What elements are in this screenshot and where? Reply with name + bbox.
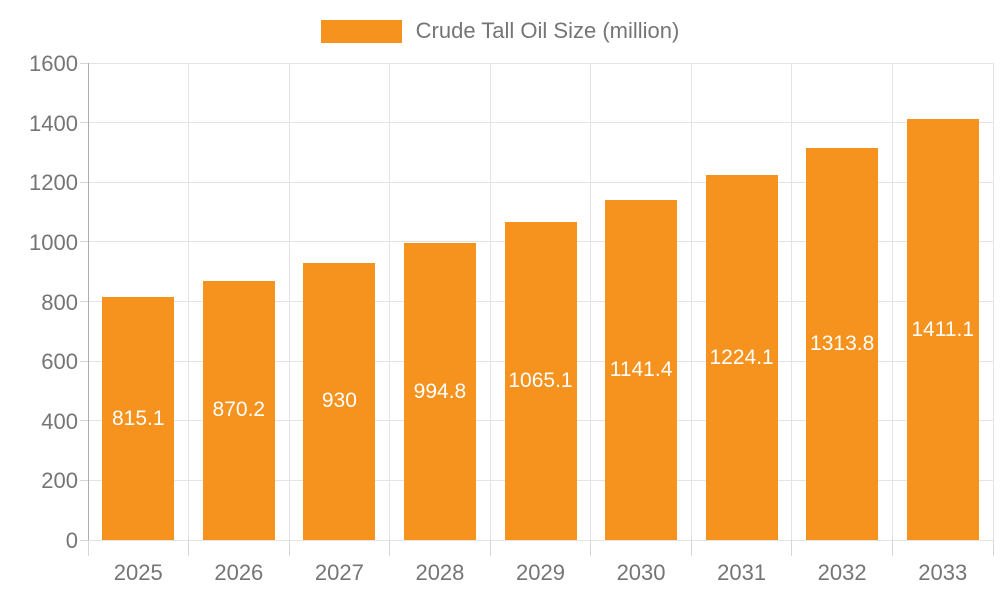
gridline-vertical <box>690 63 692 540</box>
bar-value-label: 870.2 <box>212 398 266 422</box>
gridline-horizontal <box>88 181 993 183</box>
gridline-vertical <box>992 63 994 540</box>
gridline-horizontal <box>88 539 993 541</box>
y-axis-tick-label: 1000 <box>29 229 78 255</box>
y-axis-line <box>88 63 89 556</box>
legend[interactable]: Crude Tall Oil Size (million) <box>0 19 1000 43</box>
plot-area: 815.1 870.2 930 994.8 1065.1 1141.4 1224.1 1313… <box>80 62 994 556</box>
x-axis-tick <box>690 540 692 556</box>
gridline-vertical <box>389 63 391 540</box>
x-axis-tick <box>590 540 592 556</box>
bar-2031[interactable]: 1224.1 <box>705 175 778 540</box>
x-axis-tick-label: 2027 <box>314 560 364 585</box>
y-axis-tick-label: 1200 <box>29 170 78 196</box>
x-axis-tick <box>188 540 190 556</box>
gridline-vertical <box>791 63 793 540</box>
y-axis-tick-label: 600 <box>41 349 78 375</box>
gridline-vertical <box>590 63 592 540</box>
legend-swatch[interactable] <box>320 19 402 43</box>
x-axis-tick-label: 2031 <box>717 560 767 585</box>
y-axis-tick <box>80 122 88 124</box>
bar-value-label: 1065.1 <box>508 369 573 393</box>
bar-value-label: 1224.1 <box>709 345 774 369</box>
x-axis-tick <box>891 540 893 556</box>
x-axis-tick <box>389 540 391 556</box>
y-axis-tick-label: 400 <box>41 408 78 434</box>
y-axis-tick <box>80 62 88 64</box>
gridline-vertical <box>188 63 190 540</box>
x-axis-tick <box>288 540 290 556</box>
bar-value-label: 1141.4 <box>609 357 673 381</box>
y-axis-tick-label: 200 <box>41 468 78 494</box>
y-axis-tick-label: 1600 <box>29 51 78 76</box>
x-axis-tick-label: 2025 <box>113 560 163 585</box>
gridline-vertical <box>489 63 491 540</box>
bar-value-label: 815.1 <box>111 406 165 430</box>
bar-2028[interactable]: 994.8 <box>403 243 476 540</box>
x-axis-tick <box>992 540 994 556</box>
y-axis-tick <box>80 360 88 362</box>
y-axis-tick <box>80 241 88 243</box>
gridline-horizontal <box>88 122 993 124</box>
x-axis-tick-label: 2028 <box>415 560 465 585</box>
x-axis-tick-label: 2032 <box>817 560 867 585</box>
x-axis-tick <box>489 540 491 556</box>
gridline-vertical <box>891 63 893 540</box>
y-axis-tick <box>80 181 88 183</box>
bar-2027[interactable]: 930 <box>303 262 376 540</box>
x-axis-tick-label: 2033 <box>918 560 968 585</box>
y-axis-tick <box>80 301 88 302</box>
bar-value-label: 930 <box>321 389 357 413</box>
bar-2029[interactable]: 1065.1 <box>504 222 577 540</box>
x-axis-tick-label: 2030 <box>616 560 666 585</box>
bar-2032[interactable]: 1313.8 <box>806 148 879 540</box>
gridline-vertical <box>288 63 290 540</box>
x-axis-tick <box>87 540 89 556</box>
x-axis-tick-label: 2029 <box>516 560 565 585</box>
gridline-horizontal <box>88 62 993 64</box>
bar-value-label: 1411.1 <box>911 317 975 341</box>
y-axis-tick <box>80 539 88 541</box>
legend-label[interactable]: Crude Tall Oil Size (million) <box>415 18 680 43</box>
y-axis-tick-label: 1400 <box>29 110 78 136</box>
bar-2026[interactable]: 870.2 <box>202 280 275 540</box>
bar-2033[interactable]: 1411.1 <box>906 119 979 540</box>
x-axis-tick <box>791 540 793 556</box>
y-axis-tick <box>80 479 88 481</box>
y-axis-tick-label: 0 <box>65 528 78 553</box>
y-axis-tick-label: 800 <box>41 289 78 315</box>
bar-value-label: 1313.8 <box>810 332 875 356</box>
bar-value-label: 994.8 <box>413 379 467 403</box>
x-axis-tick-label: 2026 <box>214 560 264 585</box>
bar-2025[interactable]: 815.1 <box>102 297 175 540</box>
y-axis-tick <box>80 420 88 422</box>
bar-2030[interactable]: 1141.4 <box>605 199 678 540</box>
